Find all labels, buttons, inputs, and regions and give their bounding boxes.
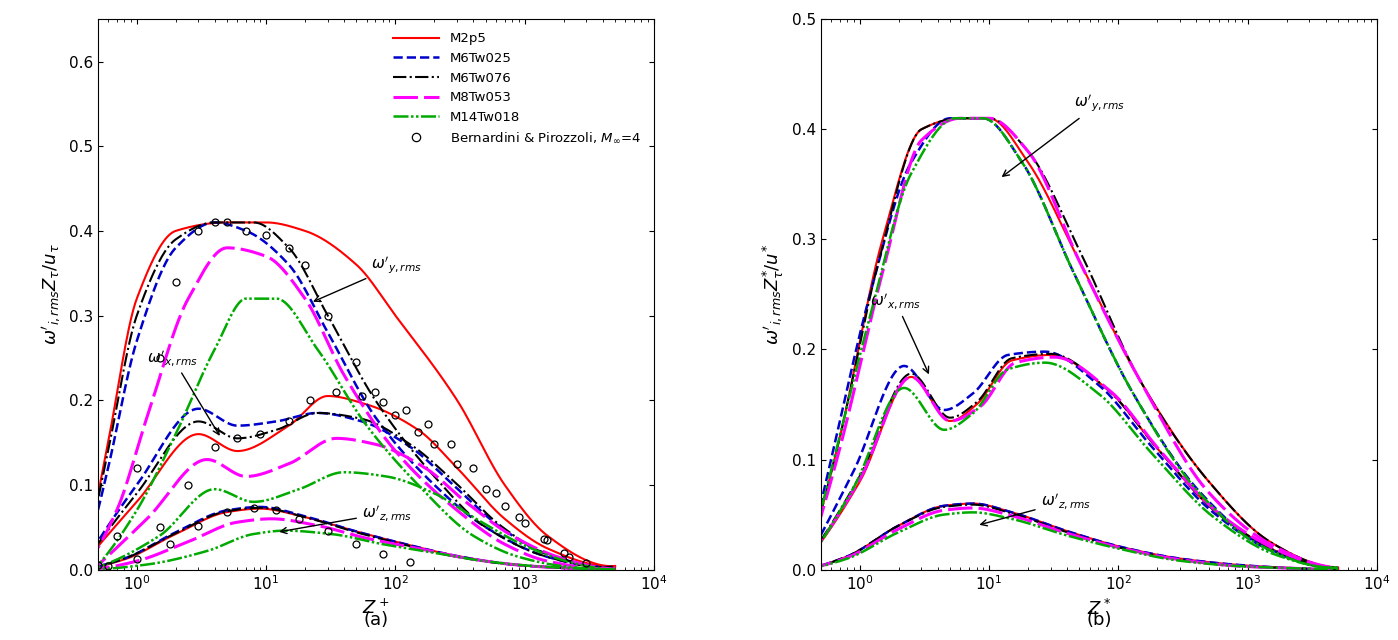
X-axis label: $Z^*$: $Z^*$	[1086, 598, 1111, 619]
X-axis label: $Z^+$: $Z^+$	[362, 598, 390, 618]
Text: $\omega'_{x,rms}$: $\omega'_{x,rms}$	[147, 348, 219, 435]
Text: $\omega'_{y,rms}$: $\omega'_{y,rms}$	[1002, 93, 1124, 176]
Text: (a): (a)	[363, 611, 389, 628]
Legend: M2p5, M6Tw025, M6Tw076, M8Tw053, M14Tw018, Bernardini & Pirozzoli, $M_{\infty}$=: M2p5, M6Tw025, M6Tw076, M8Tw053, M14Tw01…	[387, 26, 647, 151]
Text: $\omega'_{y,rms}$: $\omega'_{y,rms}$	[315, 255, 422, 301]
Text: $\omega'_{z,rms}$: $\omega'_{z,rms}$	[981, 492, 1090, 526]
Text: $\omega'_{z,rms}$: $\omega'_{z,rms}$	[281, 503, 412, 534]
Y-axis label: $\omega'_{i,rms}Z_{\tau}/u_{\tau}$: $\omega'_{i,rms}Z_{\tau}/u_{\tau}$	[41, 243, 63, 346]
Text: $\omega'_{x,rms}$: $\omega'_{x,rms}$	[870, 291, 928, 373]
Text: (b): (b)	[1086, 611, 1111, 628]
Y-axis label: $\omega'_{i,rms}Z^{*}_{\tau}/u^{*}$: $\omega'_{i,rms}Z^{*}_{\tau}/u^{*}$	[761, 244, 786, 345]
